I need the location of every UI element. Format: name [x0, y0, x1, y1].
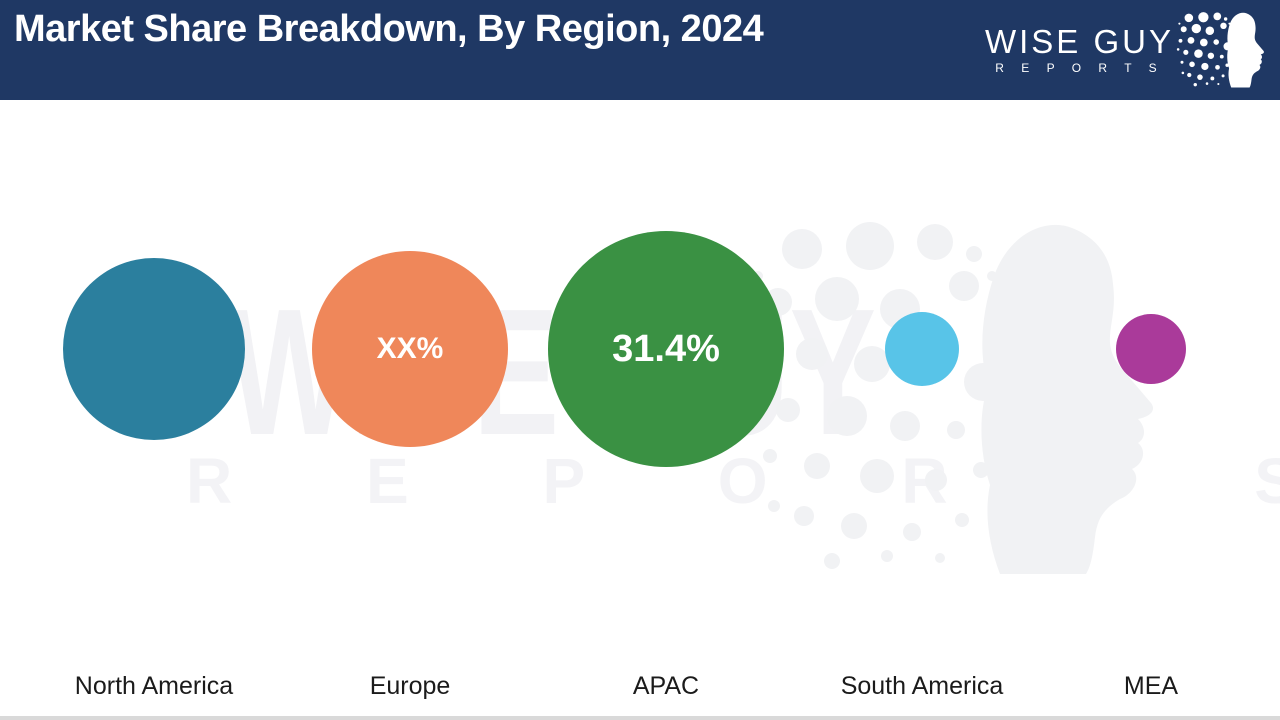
bubble-apac: 31.4% [548, 231, 784, 467]
category-label-south-america: South America [840, 672, 1004, 700]
head-logo-icon [1176, 12, 1264, 88]
category-label-apac: APAC [632, 672, 700, 700]
category-label-north-america: North America [74, 672, 234, 700]
category-label-europe: Europe [369, 672, 451, 700]
page-title: Market Share Breakdown, By Region, 2024 [14, 8, 764, 50]
bubble-mea [1116, 314, 1186, 384]
bubble-north-america [63, 258, 245, 440]
logo-wordmark: WISE GUY [984, 22, 1174, 60]
bubble-value-label: 31.4% [612, 327, 720, 370]
bubble-south-america [885, 312, 959, 386]
head-silhouette-watermark-icon [746, 222, 1154, 574]
bubble-value-label: XX% [376, 332, 444, 365]
bottom-border [0, 716, 1280, 720]
header-bar: Market Share Breakdown, By Region, 2024 … [0, 0, 1280, 100]
category-label-mea: MEA [1123, 672, 1179, 700]
wiseguy-logo: WISE GUY R E P O R T S [985, 6, 1268, 94]
logo-subtitle: R E P O R T S [995, 61, 1164, 76]
bubble-europe: XX% [312, 251, 508, 447]
